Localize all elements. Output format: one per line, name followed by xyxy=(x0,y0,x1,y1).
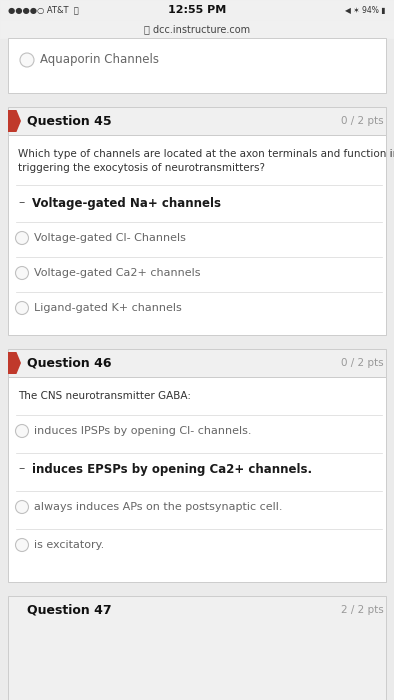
Text: Which type of channels are located at the axon terminals and function in: Which type of channels are located at th… xyxy=(18,149,394,159)
Text: The CNS neurotransmitter GABA:: The CNS neurotransmitter GABA: xyxy=(18,391,191,401)
Circle shape xyxy=(20,53,34,67)
Bar xyxy=(8,135,386,335)
Text: ◀ ✶ 94% ▮: ◀ ✶ 94% ▮ xyxy=(346,6,386,15)
Circle shape xyxy=(15,424,28,438)
Bar xyxy=(8,349,386,377)
Circle shape xyxy=(15,232,28,244)
Text: 12:55 PM: 12:55 PM xyxy=(168,5,226,15)
Text: 0 / 2 pts: 0 / 2 pts xyxy=(341,116,384,126)
Bar xyxy=(8,377,386,582)
Bar xyxy=(8,596,386,700)
Polygon shape xyxy=(8,110,21,132)
Text: 0 / 2 pts: 0 / 2 pts xyxy=(341,358,384,368)
Text: always induces APs on the postsynaptic cell.: always induces APs on the postsynaptic c… xyxy=(34,502,282,512)
Circle shape xyxy=(15,267,28,279)
Text: Voltage-gated Cl- Channels: Voltage-gated Cl- Channels xyxy=(34,233,186,243)
Text: –: – xyxy=(19,197,25,209)
Circle shape xyxy=(15,302,28,314)
Text: ●●●●○ AT&T  ⌒: ●●●●○ AT&T ⌒ xyxy=(8,6,79,15)
Circle shape xyxy=(15,538,28,552)
Text: 🔒 dcc.instructure.com: 🔒 dcc.instructure.com xyxy=(144,24,250,34)
Text: Question 46: Question 46 xyxy=(27,356,112,370)
Text: Question 47: Question 47 xyxy=(27,603,112,617)
Bar xyxy=(8,38,386,93)
Text: induces IPSPs by opening Cl- channels.: induces IPSPs by opening Cl- channels. xyxy=(34,426,251,436)
Text: Ligand-gated K+ channels: Ligand-gated K+ channels xyxy=(34,303,182,313)
Circle shape xyxy=(15,500,28,514)
Text: triggering the exocytosis of neurotransmitters?: triggering the exocytosis of neurotransm… xyxy=(18,163,265,173)
Text: Aquaporin Channels: Aquaporin Channels xyxy=(40,53,159,66)
Text: Voltage-gated Na+ channels: Voltage-gated Na+ channels xyxy=(32,197,221,209)
Text: Voltage-gated Ca2+ channels: Voltage-gated Ca2+ channels xyxy=(34,268,201,278)
Polygon shape xyxy=(8,352,21,374)
Bar xyxy=(0,20,394,38)
Text: induces EPSPs by opening Ca2+ channels.: induces EPSPs by opening Ca2+ channels. xyxy=(32,463,312,475)
Bar xyxy=(0,0,394,20)
Text: is excitatory.: is excitatory. xyxy=(34,540,104,550)
Text: –: – xyxy=(19,463,25,475)
Bar xyxy=(8,107,386,135)
Text: Question 45: Question 45 xyxy=(27,115,112,127)
Text: 2 / 2 pts: 2 / 2 pts xyxy=(341,605,384,615)
